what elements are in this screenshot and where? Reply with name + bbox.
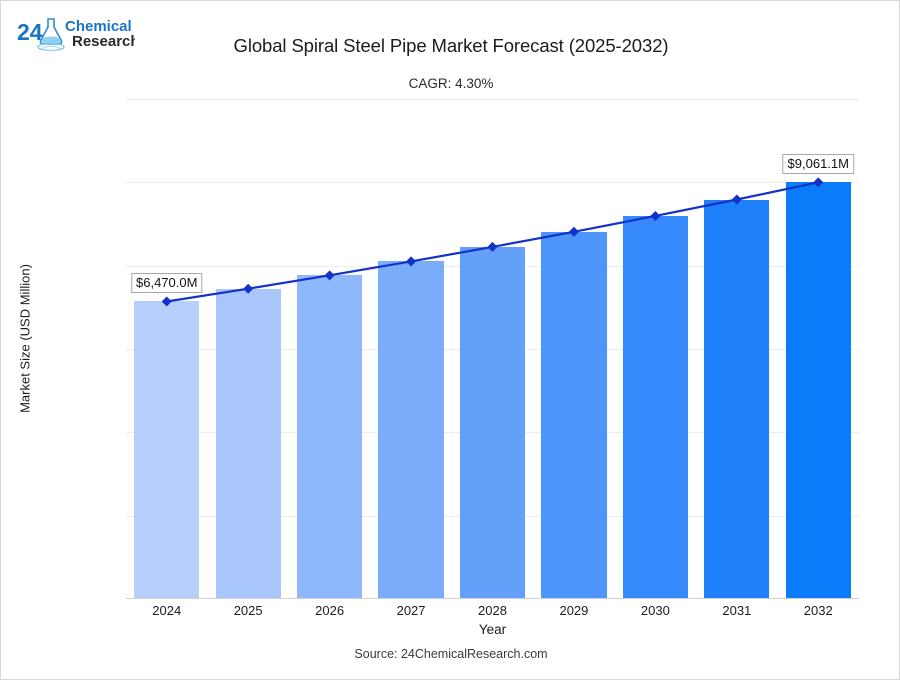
x-tick-label-2031: 2031 [722, 603, 752, 618]
brand-logo: 24 Chemical Research [17, 13, 135, 53]
chart-title: Global Spiral Steel Pipe Market Forecast… [233, 35, 669, 56]
gridline [126, 182, 859, 184]
gridline [126, 99, 859, 100]
data-point-2029[interactable] [568, 226, 579, 237]
bar-2031[interactable] [704, 199, 770, 599]
svg-text:Chemical: Chemical [65, 18, 132, 35]
plot-area: $0.0M$1,812.2M$3,624.4M$5,436.7M$7,248.9… [126, 99, 859, 618]
x-tick-label-2029: 2029 [559, 603, 589, 618]
source-note: Source: 24ChemicalResearch.com [354, 647, 548, 661]
data-point-2026[interactable] [324, 270, 335, 281]
x-tick-label-2028: 2028 [478, 603, 507, 618]
data-point-2031[interactable] [731, 194, 742, 205]
value-label-2032: $9,061.1M [782, 154, 854, 175]
x-axis-title: Year [478, 622, 507, 637]
bar-2026[interactable] [297, 275, 363, 599]
data-point-2028[interactable] [487, 241, 498, 252]
x-tick-label-2024: 2024 [152, 603, 182, 618]
data-point-2025[interactable] [243, 283, 254, 294]
bar-2027[interactable] [378, 261, 444, 599]
bar-2029[interactable] [541, 231, 607, 599]
trend-line-series [161, 177, 824, 307]
data-point-2032[interactable] [813, 177, 824, 188]
x-tick-label-2025: 2025 [233, 603, 263, 618]
bar-2028[interactable] [459, 246, 526, 599]
trend-line [166, 181, 819, 303]
data-point-2027[interactable] [406, 256, 417, 267]
x-tick-label-2027: 2027 [396, 603, 426, 618]
x-tick-label-2026: 2026 [315, 603, 345, 618]
bar-2024[interactable] [134, 301, 200, 599]
data-point-2030[interactable] [650, 210, 661, 221]
x-tick-label-2032: 2032 [803, 603, 833, 618]
bar-2025[interactable] [215, 288, 281, 599]
data-point-2024[interactable] [161, 296, 172, 307]
svg-text:Research: Research [72, 33, 135, 50]
cagr-subtitle: CAGR: 4.30% [408, 76, 494, 91]
logo-flask-icon: 24 Chemical Research [17, 18, 135, 52]
value-label-2024: $6,470.0M [131, 273, 203, 294]
x-tick-label-2030: 2030 [640, 603, 670, 618]
bar-2030[interactable] [622, 215, 688, 599]
svg-text:24: 24 [17, 19, 43, 45]
y-axis-title: Market Size (USD Million) [17, 264, 33, 413]
x-axis-line [126, 598, 859, 599]
bar-2032[interactable] [785, 182, 851, 599]
